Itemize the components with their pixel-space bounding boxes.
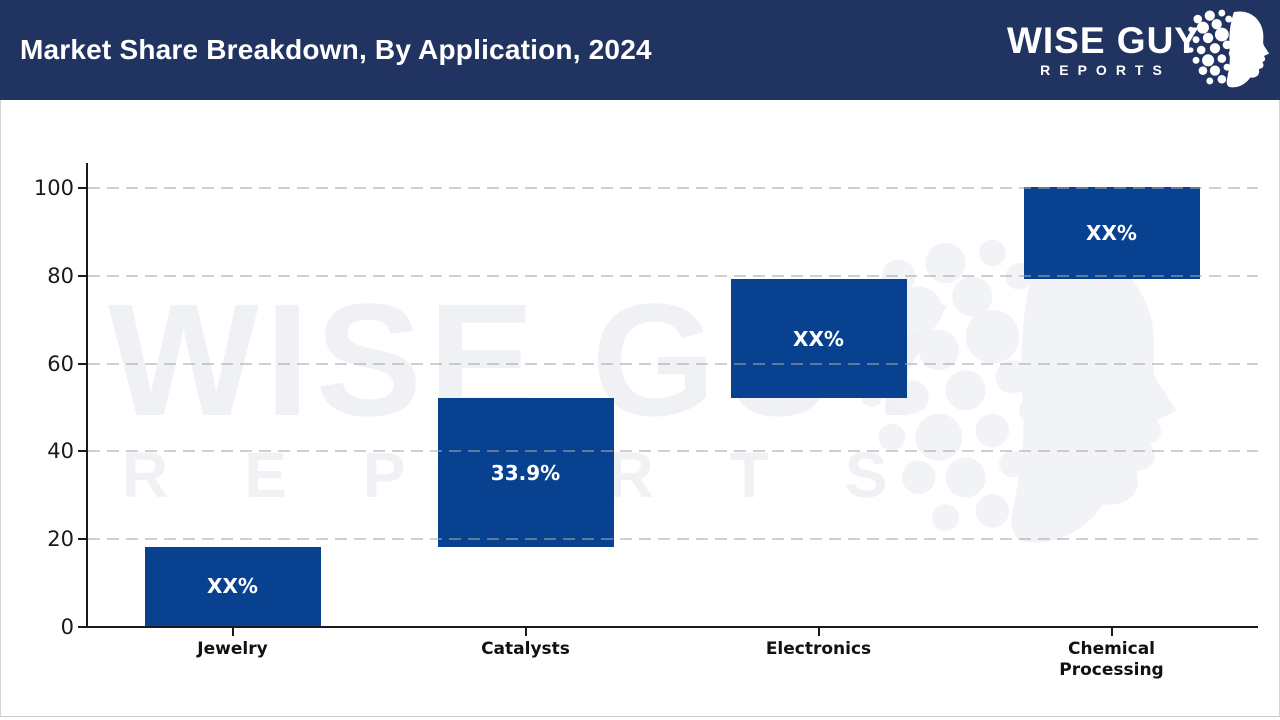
x-tick-mark <box>817 628 820 636</box>
logo-face-icon <box>1188 9 1270 88</box>
header-bar: Market Share Breakdown, By Application, … <box>0 0 1280 100</box>
logo-text: WISE GUY REPORTS <box>1006 20 1200 79</box>
x-tick-mark <box>524 628 527 636</box>
category-label: Jewelry <box>197 639 268 659</box>
logo-name: WISE GUY <box>1006 20 1200 61</box>
y-tick-mark <box>78 538 86 541</box>
x-axis-line <box>86 626 1258 628</box>
y-tick-mark <box>78 362 86 365</box>
category-label: Catalysts <box>481 639 570 659</box>
y-tick-mark <box>78 274 86 277</box>
y-tick-mark <box>78 187 86 189</box>
footer-rule <box>0 716 1280 717</box>
y-tick-mark <box>78 626 86 628</box>
y-tick-label: 0 <box>60 615 74 639</box>
gridline-100 <box>88 187 1258 189</box>
category-label: Chemical Processing <box>1059 639 1164 680</box>
y-tick-label: 20 <box>47 527 74 552</box>
y-tick-label: 80 <box>47 263 74 288</box>
bar-jewelry <box>144 546 321 626</box>
gridline-20 <box>88 538 1258 541</box>
x-tick-mark <box>231 628 234 636</box>
bar-value-label: XX% <box>793 326 844 351</box>
category-label: Electronics <box>765 639 872 659</box>
y-tick-label: 100 <box>33 176 74 200</box>
page-title: Market Share Breakdown, By Application, … <box>20 34 652 65</box>
wise-guy-logo: WISE GUY REPORTS <box>1007 7 1280 93</box>
bar-value-label: 33.9% <box>490 460 561 485</box>
bar-catalysts <box>437 398 614 547</box>
bar-value-label: XX% <box>1086 221 1137 246</box>
y-axis-line <box>86 163 88 628</box>
logo-subtitle: REPORTS <box>1040 62 1171 78</box>
y-tick-mark <box>78 450 86 453</box>
y-tick-label: 60 <box>47 351 74 376</box>
gridline-60 <box>88 362 1258 365</box>
gridline-40 <box>88 450 1258 453</box>
bar-value-label: XX% <box>207 574 258 599</box>
x-tick-mark <box>1110 628 1113 636</box>
y-tick-label: 40 <box>47 439 74 464</box>
gridline-80 <box>88 274 1258 277</box>
